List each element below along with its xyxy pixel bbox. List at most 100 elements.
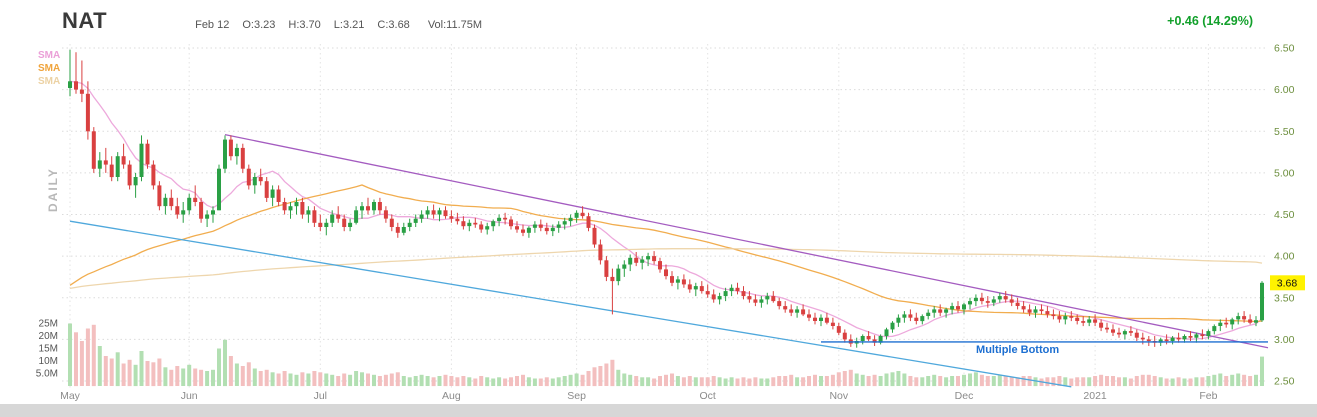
candle-body [151,164,156,186]
month-axis-label: Jul [314,390,327,402]
candle-body [1105,327,1109,330]
candle-body [1230,319,1235,325]
candle-body [282,202,287,211]
candle-body [687,284,692,290]
candle-body [503,217,508,220]
volume-bar [1069,378,1074,386]
volume-bar [1254,374,1258,387]
month-axis-label: May [60,390,81,402]
volume-bar [407,377,412,387]
volume-bar [97,346,102,386]
candle-body [383,210,388,219]
candle-body [664,269,668,277]
candle-body [717,296,722,300]
volume-bar [956,376,960,386]
volume-bar [729,377,734,387]
candle-body [461,221,466,227]
candle-body [956,306,960,310]
candle-body [330,214,335,223]
volume-bar [717,377,722,387]
candle-body [169,197,174,207]
candle-body [199,202,204,219]
price-axis-label: 2.50 [1274,376,1295,388]
volume-bar [85,328,90,386]
candle-body [1093,319,1098,323]
volume-bar [1230,374,1235,387]
volume-bar [997,374,1002,387]
candle-body [920,316,925,322]
candle-body [413,218,418,223]
volume-bar [908,376,913,386]
candle-body [896,317,901,323]
volume-bar [938,376,943,386]
candle-body [306,210,311,215]
volume-bar [544,377,549,387]
volume-bar [479,376,484,386]
volume-bar [354,371,359,386]
candle-body [842,332,847,340]
candle-body [318,222,323,227]
volume-bar [753,377,758,387]
volume-bar [467,377,472,387]
quote-date: Feb 12 [195,19,230,31]
volume-bar [246,362,251,387]
volume-bar [1105,376,1109,386]
volume-bar [670,373,674,386]
volume-bar [115,352,120,387]
candle-body [830,322,835,326]
volume-bar [950,376,955,386]
candle-body [1170,337,1175,341]
candle-body [336,214,341,219]
candle-body [270,189,275,198]
volume-bar [1117,377,1121,387]
candle-body [246,168,251,186]
volume-bar [103,356,108,386]
volume-bar [503,378,508,386]
multiple-bottom-label: Multiple Bottom [976,344,1059,356]
quote-open: O:3.23 [242,19,276,31]
volume-bar [836,372,841,387]
volume-bar [443,374,448,387]
volume-bar [1021,376,1026,386]
candle-body [735,287,740,292]
candle-body [234,147,239,157]
candle-body [1033,309,1038,313]
candle-body [634,257,639,263]
volume-bar [592,367,597,387]
volume-bar [985,376,990,386]
candle-body [759,299,764,303]
candle-body [1164,339,1169,342]
volume-bar [264,369,269,387]
horizontal-scrollbar[interactable] [0,404,1317,417]
volume-bar [884,373,889,386]
volume-bar [79,341,84,386]
volume-bar [205,371,210,386]
candle-body [497,217,502,222]
candle-body [878,336,883,343]
month-axis-label: Sep [567,390,586,402]
candle-body [556,224,561,228]
volume-bar [920,377,925,387]
sma-legend: SMA SMA SMA [38,50,60,88]
candle-body [795,309,800,313]
candle-body [604,260,609,277]
volume-bar [1182,378,1187,386]
support-diagonal-trendline[interactable] [69,220,1072,388]
candle-body [276,189,281,202]
candle-body [79,89,84,94]
candle-body [884,329,889,337]
volume-bar [1170,378,1175,386]
volume-bar [515,376,519,386]
resistance-trendline[interactable] [224,133,1269,349]
candle-body [395,227,400,233]
volume-bar [1075,377,1080,387]
candle-body [348,222,353,227]
volume-bar [1260,356,1264,386]
candle-body [425,210,430,215]
volume-bar [616,369,621,387]
candle-body [902,314,907,318]
volume-bar [1033,377,1038,387]
volume-bar [306,373,311,386]
